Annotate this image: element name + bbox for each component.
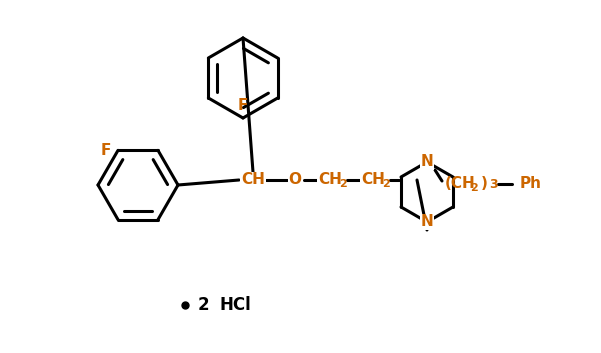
Text: HCl: HCl bbox=[219, 296, 251, 314]
Text: N: N bbox=[421, 155, 433, 169]
Text: 2: 2 bbox=[197, 296, 209, 314]
Text: CH: CH bbox=[241, 173, 265, 187]
Text: Ph: Ph bbox=[520, 176, 542, 191]
Text: CH: CH bbox=[361, 173, 385, 187]
Text: 2: 2 bbox=[382, 179, 390, 189]
Text: N: N bbox=[421, 215, 433, 229]
Text: 2: 2 bbox=[339, 179, 347, 189]
Text: (CH: (CH bbox=[445, 176, 476, 191]
Text: 3: 3 bbox=[489, 178, 498, 191]
Text: O: O bbox=[288, 173, 302, 187]
Text: ): ) bbox=[481, 176, 488, 191]
Text: 2: 2 bbox=[470, 183, 478, 193]
Text: F: F bbox=[101, 143, 111, 158]
Text: CH: CH bbox=[318, 173, 342, 187]
Text: F: F bbox=[238, 98, 248, 114]
